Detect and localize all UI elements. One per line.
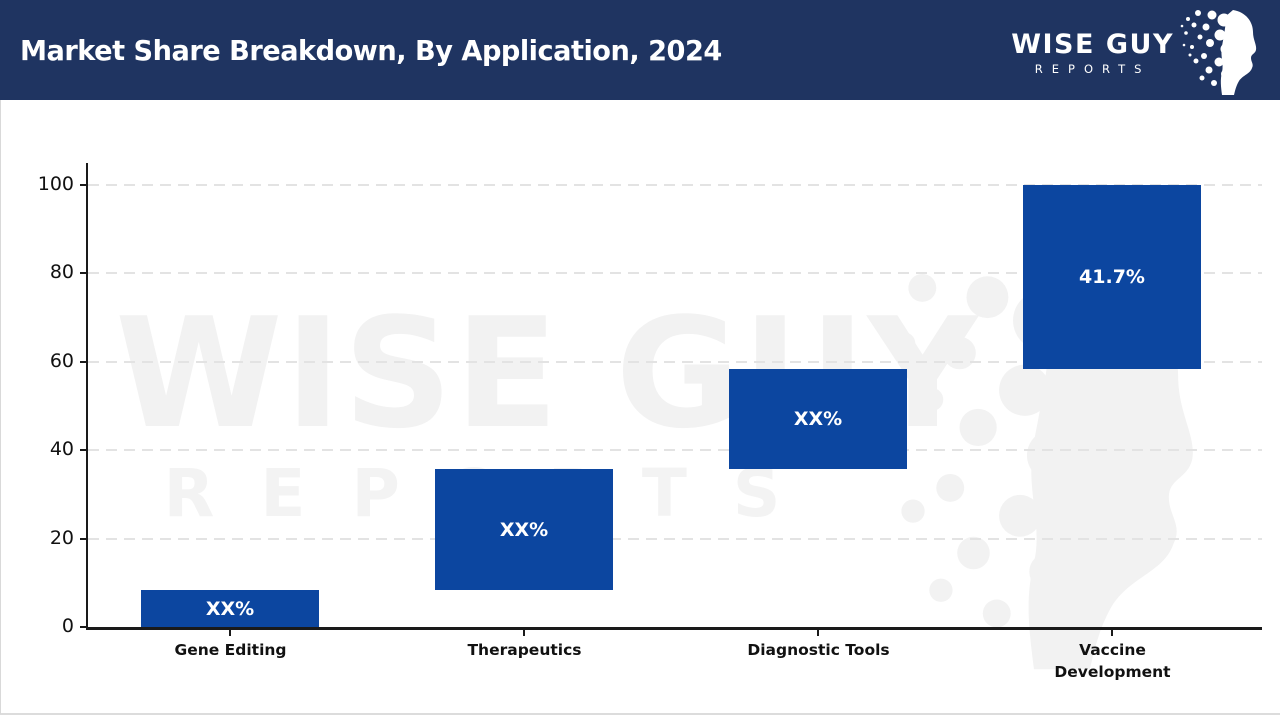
wiseguy-face-icon — [1180, 10, 1257, 95]
x-axis-line — [86, 627, 1262, 630]
bar-value-label: XX% — [205, 597, 255, 620]
bar-vaccine-development: 41.7% — [1023, 185, 1201, 370]
x-axis-tick — [1111, 629, 1113, 636]
x-axis-category-label: Gene Editing — [174, 641, 287, 659]
header-bar: Market Share Breakdown, By Application, … — [0, 0, 1280, 100]
y-axis-tick — [80, 626, 87, 628]
y-axis-tick — [80, 184, 87, 186]
gridline-y100 — [88, 184, 1262, 186]
bar-diagnostic-tools: XX% — [729, 369, 907, 469]
bar-value-label: XX% — [793, 408, 843, 431]
bar-value-label: 41.7% — [1079, 266, 1145, 289]
gridline-y20 — [88, 537, 1262, 540]
y-axis-tick — [80, 449, 87, 452]
gridline-y80 — [88, 272, 1262, 275]
y-axis-tick-label: 100 — [37, 173, 74, 195]
x-axis-category-label: Vaccine Development — [1054, 641, 1171, 681]
x-axis-tick — [817, 629, 819, 636]
y-axis-line — [86, 162, 88, 629]
x-axis-category-label: Therapeutics — [467, 641, 582, 659]
y-axis-tick — [80, 360, 87, 363]
x-axis-category-label: Diagnostic Tools — [747, 641, 890, 659]
y-axis-tick-label: 0 — [61, 615, 74, 637]
y-axis-tick — [80, 537, 87, 540]
chart-title: Market Share Breakdown, By Application, … — [20, 33, 722, 67]
logo-subtitle: REPORTS — [1034, 61, 1151, 76]
gridline-y40 — [88, 449, 1262, 452]
x-axis-tick — [229, 629, 231, 636]
y-axis-tick — [80, 272, 87, 275]
y-axis-tick-label: 80 — [49, 261, 74, 284]
wiseguy-logo: WISE GUY REPORTS — [1011, 4, 1262, 96]
bar-value-label: XX% — [499, 518, 549, 541]
y-axis-tick-label: 60 — [49, 349, 74, 372]
x-axis-tick — [523, 629, 525, 636]
y-axis-tick-label: 20 — [49, 526, 74, 549]
y-axis-tick-label: 40 — [49, 438, 74, 461]
bar-gene-editing: XX% — [141, 590, 319, 627]
page-bottom-border — [0, 713, 1280, 715]
gridline-y60 — [88, 360, 1262, 363]
bar-therapeutics: XX% — [435, 468, 613, 591]
logo-wordmark: WISE GUY — [1011, 28, 1174, 60]
page-left-border — [0, 100, 1, 714]
